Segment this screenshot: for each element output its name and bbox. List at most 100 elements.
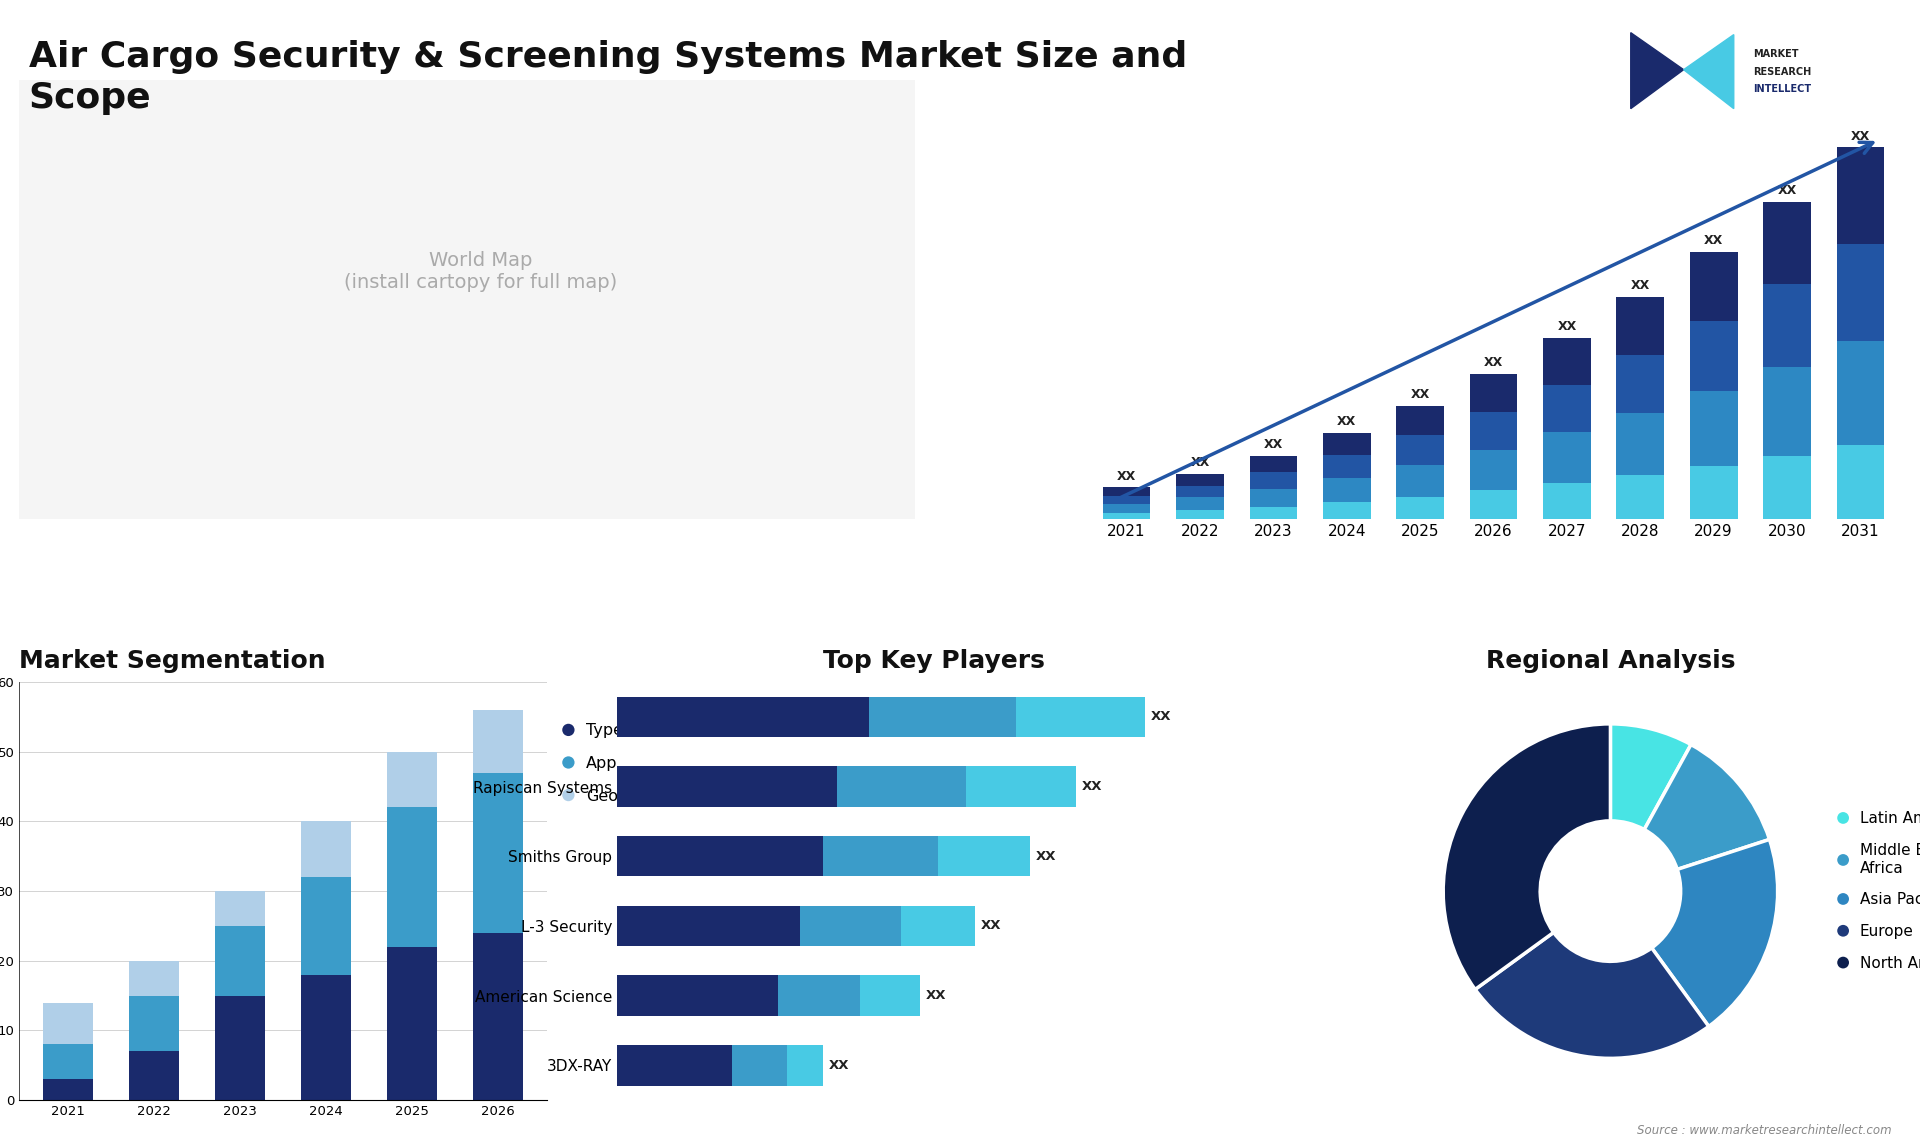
Bar — [966, 767, 1075, 807]
Text: XX: XX — [1336, 416, 1356, 429]
Bar — [1177, 497, 1223, 510]
Bar — [1544, 338, 1592, 385]
Wedge shape — [1444, 724, 1611, 989]
Bar — [1323, 478, 1371, 502]
Bar — [215, 892, 265, 926]
Text: Source : www.marketresearchintellect.com: Source : www.marketresearchintellect.com — [1636, 1124, 1891, 1137]
Title: Top Key Players: Top Key Players — [822, 649, 1044, 673]
Text: XX: XX — [981, 919, 1000, 933]
Bar — [616, 837, 824, 877]
Wedge shape — [1651, 839, 1778, 1027]
Bar — [388, 947, 438, 1100]
Bar — [1396, 465, 1444, 496]
Bar — [472, 709, 522, 772]
Text: MARKET: MARKET — [1753, 49, 1799, 60]
Wedge shape — [1644, 745, 1770, 870]
Bar — [1763, 202, 1811, 284]
Bar — [388, 808, 438, 947]
Bar — [732, 1045, 787, 1085]
Bar — [1763, 367, 1811, 456]
Bar — [1102, 487, 1150, 496]
Bar — [129, 960, 179, 996]
Bar — [1763, 284, 1811, 367]
Bar — [1617, 413, 1665, 474]
Bar — [1837, 244, 1884, 340]
Bar — [1177, 486, 1223, 497]
Wedge shape — [1475, 933, 1709, 1059]
Bar — [1837, 445, 1884, 519]
Bar — [1250, 472, 1298, 488]
Bar — [215, 996, 265, 1100]
Bar — [939, 837, 1029, 877]
Text: XX: XX — [829, 1059, 849, 1072]
Text: RESEARCH: RESEARCH — [1753, 66, 1811, 77]
Bar — [1837, 147, 1884, 244]
Text: World Map
(install cartopy for full map): World Map (install cartopy for full map) — [344, 251, 618, 291]
Bar — [472, 933, 522, 1100]
Bar — [1177, 473, 1223, 486]
Bar — [616, 905, 801, 947]
Text: XX: XX — [1484, 356, 1503, 369]
Bar — [1323, 502, 1371, 519]
Text: XX: XX — [1630, 280, 1649, 292]
Bar — [801, 905, 902, 947]
Text: Air Cargo Security & Screening Systems Market Size and
Scope: Air Cargo Security & Screening Systems M… — [29, 40, 1187, 115]
Text: Market Segmentation: Market Segmentation — [19, 649, 326, 673]
Text: XX: XX — [1705, 234, 1724, 248]
Bar — [388, 752, 438, 808]
Bar — [1690, 321, 1738, 391]
Bar — [1396, 435, 1444, 465]
Legend: Latin America, Middle East &
Africa, Asia Pacific, Europe, North America: Latin America, Middle East & Africa, Asi… — [1836, 811, 1920, 971]
Bar — [1396, 406, 1444, 435]
Bar — [129, 996, 179, 1051]
Text: XX: XX — [1778, 185, 1797, 197]
Bar — [1617, 297, 1665, 355]
Bar — [860, 975, 920, 1015]
Text: XX: XX — [1081, 780, 1102, 793]
Bar — [1544, 385, 1592, 432]
Bar — [42, 1080, 92, 1100]
Text: XX: XX — [1190, 456, 1210, 470]
Bar — [472, 772, 522, 933]
Text: INTELLECT: INTELLECT — [1753, 84, 1811, 94]
Bar — [1016, 697, 1144, 737]
Bar — [1469, 411, 1517, 449]
Bar — [215, 926, 265, 996]
Bar — [1250, 488, 1298, 507]
Bar — [1690, 251, 1738, 321]
Bar — [1469, 374, 1517, 411]
Bar — [778, 975, 860, 1015]
Text: XX: XX — [1117, 470, 1137, 482]
Bar — [1102, 496, 1150, 504]
Title: Regional Analysis: Regional Analysis — [1486, 649, 1736, 673]
Bar — [1690, 391, 1738, 465]
Bar — [1102, 513, 1150, 519]
Polygon shape — [1684, 34, 1734, 109]
Polygon shape — [1630, 33, 1684, 109]
Bar — [1617, 355, 1665, 413]
Legend: Type, Application, Geography: Type, Application, Geography — [561, 723, 676, 803]
Bar — [129, 1051, 179, 1100]
Bar — [837, 767, 966, 807]
Bar — [1102, 504, 1150, 513]
Bar — [870, 697, 1016, 737]
Bar — [616, 1045, 732, 1085]
Bar — [301, 877, 351, 975]
Bar — [1250, 507, 1298, 519]
Bar — [616, 697, 870, 737]
Bar — [1177, 510, 1223, 519]
Bar — [1323, 455, 1371, 478]
Text: XX: XX — [1263, 438, 1283, 452]
Bar — [1763, 456, 1811, 519]
Bar — [616, 975, 778, 1015]
Text: XX: XX — [1150, 711, 1171, 723]
Text: XX: XX — [1557, 320, 1576, 333]
Bar — [787, 1045, 824, 1085]
Bar — [1544, 482, 1592, 519]
Bar — [1544, 432, 1592, 482]
Bar — [42, 1044, 92, 1080]
Bar — [902, 905, 975, 947]
Bar — [1469, 449, 1517, 490]
Text: XX: XX — [1035, 850, 1056, 863]
Bar — [1690, 465, 1738, 519]
